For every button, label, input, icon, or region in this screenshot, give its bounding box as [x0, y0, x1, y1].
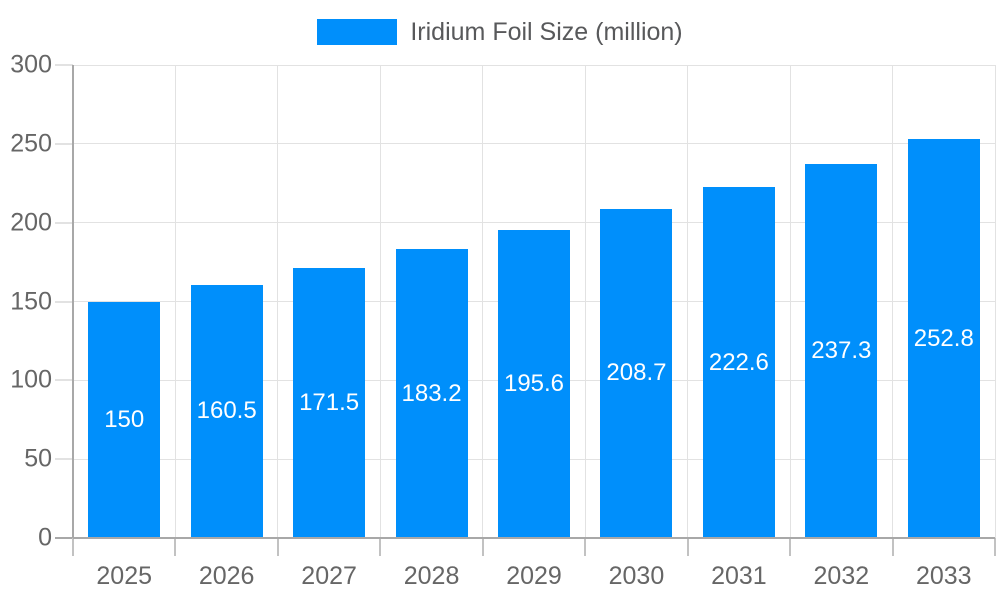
legend-label: Iridium Foil Size (million) — [410, 17, 683, 46]
bar — [702, 187, 775, 538]
x-gridline — [277, 65, 279, 538]
y-axis-label: 200 — [10, 208, 52, 237]
x-tick — [891, 538, 894, 556]
bar — [907, 139, 980, 538]
y-axis-label: 250 — [10, 129, 52, 158]
y-gridline — [73, 64, 995, 66]
y-tick — [55, 64, 73, 66]
x-axis-label: 2032 — [813, 562, 870, 590]
x-gridline — [994, 65, 996, 538]
x-tick — [379, 538, 382, 556]
y-axis-label: 150 — [10, 287, 52, 315]
x-gridline — [584, 65, 586, 538]
x-gridline — [482, 65, 484, 538]
bar — [498, 229, 570, 538]
y-tick — [55, 379, 73, 382]
x-axis-label: 2027 — [301, 562, 357, 590]
y-axis-label: 100 — [10, 365, 52, 394]
bar-value-label: 150 — [104, 405, 145, 433]
y-tick — [55, 537, 73, 539]
bar-value-label: 222.6 — [708, 348, 769, 376]
y-tick — [55, 221, 73, 224]
x-axis-label: 2026 — [198, 562, 255, 590]
x-axis-label: 2033 — [915, 562, 972, 590]
x-tick — [686, 538, 689, 556]
y-axis-label: 50 — [24, 444, 52, 473]
x-axis-line — [73, 537, 995, 539]
x-tick — [481, 538, 484, 556]
legend: Iridium Foil Size (million) — [0, 8, 1000, 56]
bar — [395, 249, 468, 538]
bar-value-label: 237.3 — [811, 336, 872, 364]
y-axis-line — [72, 65, 74, 538]
x-gridline — [789, 65, 791, 538]
y-tick — [55, 300, 73, 303]
x-tick — [174, 538, 177, 556]
bar-value-label: 195.6 — [503, 369, 565, 397]
x-gridline — [687, 65, 689, 538]
bar — [293, 267, 366, 538]
x-axis-label: 2025 — [96, 562, 153, 590]
x-axis-label: 2030 — [608, 562, 665, 590]
y-axis-label: 0 — [38, 523, 52, 552]
bar — [88, 301, 161, 538]
y-axis-label: 300 — [10, 50, 52, 79]
bar — [805, 163, 878, 538]
bar-value-label: 171.5 — [299, 388, 360, 416]
y-tick — [55, 458, 73, 461]
y-gridline — [73, 143, 995, 145]
bar-value-label: 252.8 — [913, 324, 974, 352]
y-gridline — [73, 222, 995, 224]
x-tick — [72, 538, 74, 556]
x-tick — [789, 538, 792, 556]
bar-value-label: 160.5 — [196, 397, 257, 425]
bar-value-label: 208.7 — [606, 359, 667, 387]
x-gridline — [892, 65, 894, 538]
x-axis-label: 2031 — [711, 562, 767, 590]
legend-swatch-icon — [317, 19, 398, 45]
bar — [600, 208, 673, 538]
x-tick — [276, 538, 279, 556]
bar-value-label: 183.2 — [401, 379, 462, 407]
x-gridline — [174, 65, 176, 538]
x-tick — [994, 538, 996, 556]
bar — [190, 284, 263, 538]
y-tick — [55, 142, 73, 145]
x-axis-label: 2029 — [506, 562, 562, 590]
x-gridline — [379, 65, 381, 538]
x-tick — [584, 538, 587, 556]
x-axis-label: 2028 — [403, 562, 460, 590]
